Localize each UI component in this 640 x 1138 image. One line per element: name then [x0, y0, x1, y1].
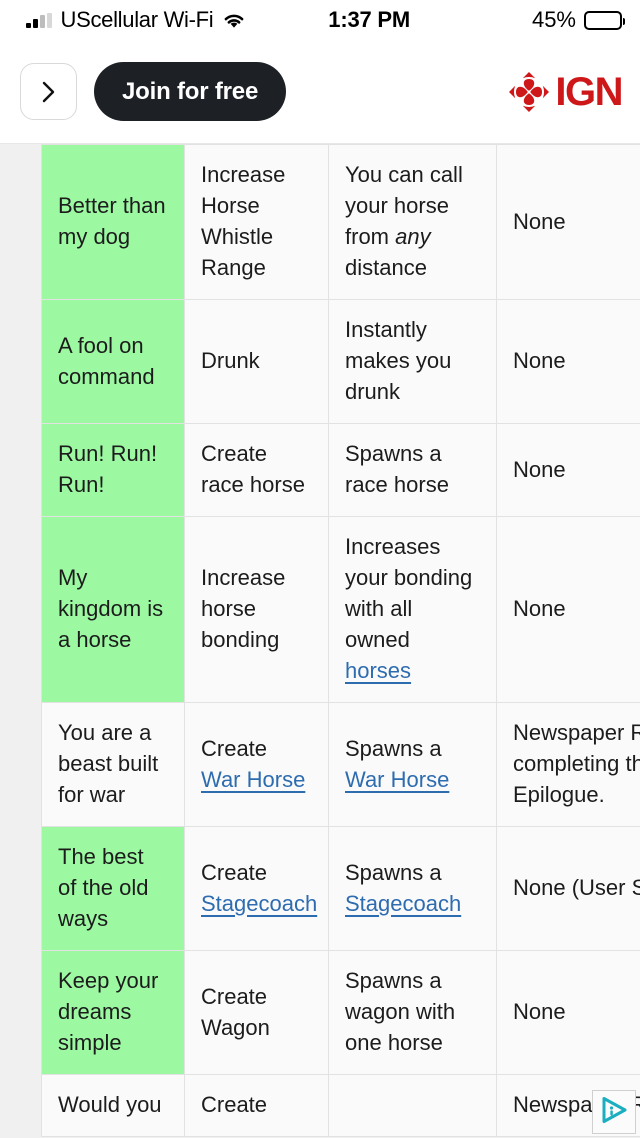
abilities-table: Better than my dog Increase Horse Whistle… [41, 144, 640, 1137]
wifi-icon [222, 12, 246, 29]
ability-effect-cell: Create War Horse [184, 702, 329, 827]
battery-percent-label: 45% [531, 7, 576, 32]
ability-effect-cell: Increase Horse Whistle Range [184, 144, 329, 300]
table-row: Run! Run! Run! Create race horse Spawns a … [41, 423, 640, 517]
ability-requirement-cell: None [496, 299, 640, 424]
ability-requirement-cell: None [496, 950, 640, 1075]
ign-diamond-logo-icon [507, 70, 551, 114]
description-emphasis: any [395, 224, 431, 249]
status-bar-center: 1:37 PM [246, 7, 532, 33]
ign-logo[interactable]: IGN [507, 69, 623, 114]
ability-requirement-cell: None [496, 423, 640, 517]
ign-wordmark: IGN [555, 69, 623, 114]
ability-name-cell: Would you [41, 1074, 185, 1137]
page-body: Better than my dog Increase Horse Whistle… [0, 144, 640, 1138]
ability-effect-cell: Increase horse bonding [184, 516, 329, 703]
description-link[interactable]: Stagecoach [345, 890, 462, 916]
ability-name-cell: Better than my dog [41, 144, 185, 300]
ability-name-cell: Keep your dreams simple [41, 950, 185, 1075]
site-header: Join for free IGN [0, 40, 640, 144]
table-row: My kingdom is a horse Increase horse bond… [41, 516, 640, 703]
ability-name-cell: Run! Run! Run! [41, 423, 185, 517]
ability-name-cell: You are a beast built for war [41, 702, 185, 827]
description-text: Spawns a [345, 859, 442, 885]
clock-label: 1:37 PM [328, 7, 411, 32]
effect-text: Create [201, 859, 268, 885]
ability-effect-cell: Create Stagecoach [184, 826, 329, 951]
battery-icon [584, 10, 625, 30]
status-bar-left: UScellular Wi-Fi [26, 7, 246, 33]
adchoices-badge[interactable] [592, 1090, 636, 1134]
ability-requirement-cell: Newspaper Required after completing the … [496, 702, 640, 827]
carrier-label: UScellular Wi-Fi [60, 7, 214, 32]
ability-name-cell: My kingdom is a horse [41, 516, 185, 703]
ability-description-cell: Spawns a Stagecoach [328, 826, 497, 951]
abilities-table-body: Better than my dog Increase Horse Whistle… [41, 144, 640, 1137]
ability-description-cell: Spawns a War Horse [328, 702, 497, 827]
ability-name-cell: A fool on command [41, 299, 185, 424]
description-link[interactable]: War Horse [345, 766, 450, 792]
ability-effect-cell: Drunk [184, 299, 329, 424]
effect-text: Create [201, 735, 268, 761]
ability-description-cell: You can call your horse from any distanc… [328, 144, 497, 300]
cellular-signal-icon [26, 12, 52, 28]
description-text: You can call your horse from [345, 162, 463, 249]
effect-link[interactable]: War Horse [201, 766, 306, 792]
back-button[interactable] [20, 63, 77, 120]
ability-name-cell: The best of the old ways [41, 826, 185, 951]
abilities-table-container[interactable]: Better than my dog Increase Horse Whistle… [41, 144, 640, 1137]
ability-requirement-cell: None [496, 516, 640, 703]
ability-description-cell [328, 1074, 497, 1137]
ability-requirement-cell: None (User Submitted) [496, 826, 640, 951]
table-row: Better than my dog Increase Horse Whistle… [41, 144, 640, 300]
table-row: The best of the old ways Create Stagecoac… [41, 826, 640, 951]
table-row: A fool on command Drunk Instantly makes yo… [41, 299, 640, 424]
status-bar-right: 45% [531, 7, 625, 33]
ability-effect-cell: Create Wagon [184, 950, 329, 1075]
ability-effect-cell: Create race horse [184, 423, 329, 517]
status-bar: UScellular Wi-Fi 1:37 PM 45% [0, 0, 640, 40]
table-row: Keep your dreams simple Create Wagon Spawn… [41, 950, 640, 1075]
table-row: You are a beast built for war Create War … [41, 702, 640, 827]
ability-description-cell: Increases your bonding with all owned ho… [328, 516, 497, 703]
description-text-tail: distance [345, 255, 427, 280]
ability-description-cell: Spawns a wagon with one horse [328, 950, 497, 1075]
adchoices-play-icon [599, 1095, 629, 1130]
ability-effect-cell: Create [184, 1074, 329, 1137]
description-link[interactable]: horses [345, 658, 412, 683]
ability-description-cell: Instantly makes you drunk [328, 299, 497, 424]
description-text: Increases your bonding with all owned [345, 534, 473, 652]
effect-link[interactable]: Stagecoach [201, 890, 318, 916]
chevron-right-icon [42, 81, 55, 103]
ability-description-cell: Spawns a race horse [328, 423, 497, 517]
join-for-free-button[interactable]: Join for free [94, 62, 287, 121]
description-text: Spawns a [345, 735, 442, 761]
ability-requirement-cell: None [496, 144, 640, 300]
